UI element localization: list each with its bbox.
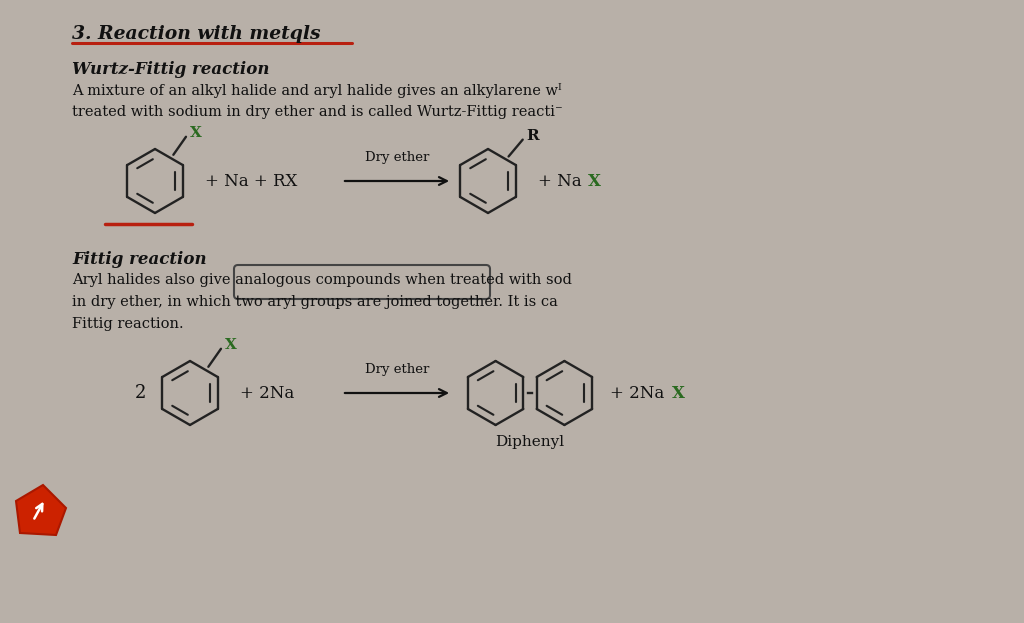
Text: Dry ether: Dry ether: [365, 151, 429, 164]
Text: Fittig reaction: Fittig reaction: [72, 251, 207, 268]
Text: + Na: + Na: [538, 173, 582, 189]
Text: + Na + RX: + Na + RX: [205, 173, 297, 189]
Polygon shape: [16, 485, 66, 535]
Text: 2: 2: [135, 384, 146, 402]
Text: Diphenyl: Diphenyl: [496, 435, 564, 449]
Text: + 2Na: + 2Na: [240, 384, 294, 401]
Text: Dry ether: Dry ether: [365, 363, 429, 376]
Text: + 2Na: + 2Na: [610, 384, 665, 401]
Text: X: X: [588, 173, 601, 189]
Text: Fittig reaction.: Fittig reaction.: [72, 317, 183, 331]
Text: X: X: [672, 384, 685, 401]
Text: treated with sodium in dry ether and is called Wurtz-Fittig reacti⁻: treated with sodium in dry ether and is …: [72, 105, 563, 119]
Text: R: R: [526, 128, 540, 143]
Text: 3. Reaction with metqls: 3. Reaction with metqls: [72, 25, 321, 43]
Text: X: X: [225, 338, 237, 352]
Text: Wurtz-Fittig reaction: Wurtz-Fittig reaction: [72, 61, 269, 78]
Text: Aryl halides also give analogous compounds when treated with sod: Aryl halides also give analogous compoun…: [72, 273, 571, 287]
Text: A mixture of an alkyl halide and aryl halide gives an alkylarene wᴵ: A mixture of an alkyl halide and aryl ha…: [72, 83, 562, 98]
Text: X: X: [190, 126, 202, 140]
Text: in dry ether, in which two aryl groups are joined together. It is ca: in dry ether, in which two aryl groups a…: [72, 295, 558, 309]
